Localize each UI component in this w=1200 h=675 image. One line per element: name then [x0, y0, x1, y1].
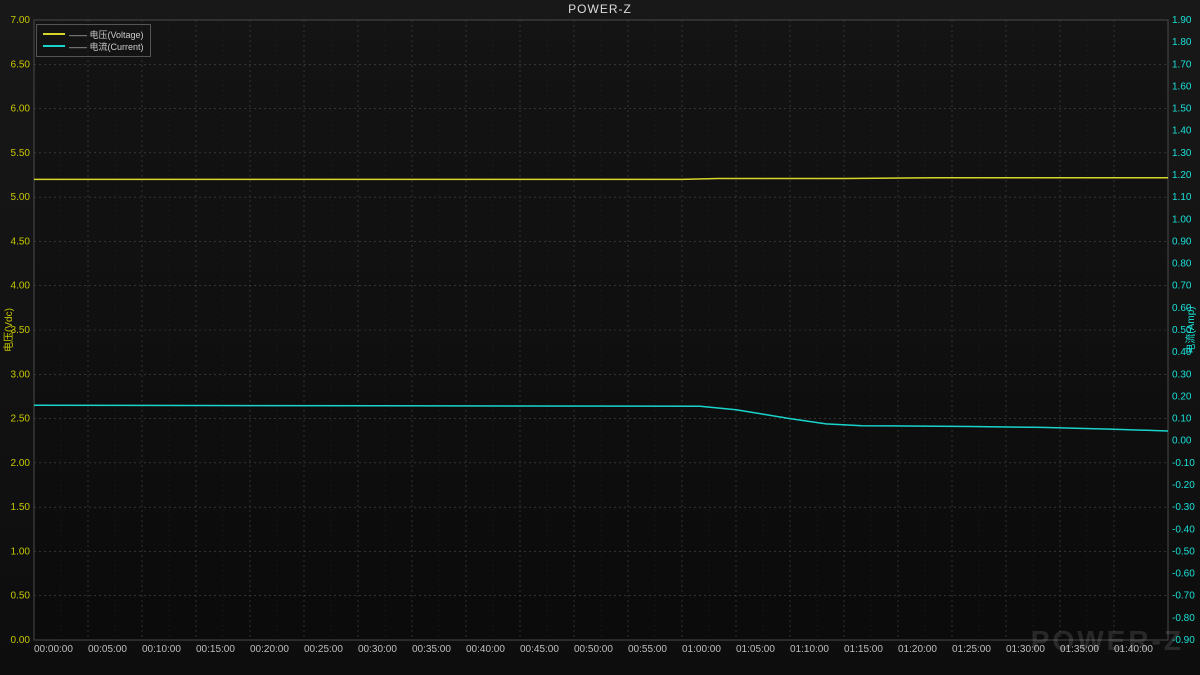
svg-text:1.10: 1.10	[1172, 192, 1192, 203]
svg-text:00:15:00: 00:15:00	[196, 644, 235, 655]
svg-text:01:05:00: 01:05:00	[736, 644, 775, 655]
svg-text:1.50: 1.50	[11, 502, 31, 513]
svg-text:1.90: 1.90	[1172, 15, 1192, 26]
svg-text:6.50: 6.50	[11, 59, 31, 70]
svg-text:4.50: 4.50	[11, 236, 31, 247]
svg-text:0.50: 0.50	[11, 591, 31, 602]
svg-text:01:20:00: 01:20:00	[898, 644, 937, 655]
svg-text:1.60: 1.60	[1172, 81, 1192, 92]
svg-text:00:45:00: 00:45:00	[520, 644, 559, 655]
svg-text:6.00: 6.00	[11, 104, 31, 115]
legend-item-voltage: —— 电压(Voltage)	[43, 28, 144, 40]
svg-text:1.40: 1.40	[1172, 126, 1192, 137]
svg-text:0.00: 0.00	[1172, 436, 1192, 447]
svg-text:-0.10: -0.10	[1172, 458, 1195, 469]
svg-text:-0.70: -0.70	[1172, 591, 1195, 602]
svg-text:0.70: 0.70	[1172, 281, 1192, 292]
svg-text:00:00:00: 00:00:00	[34, 644, 73, 655]
svg-text:01:10:00: 01:10:00	[790, 644, 829, 655]
svg-text:5.00: 5.00	[11, 192, 31, 203]
svg-text:00:50:00: 00:50:00	[574, 644, 613, 655]
svg-text:00:25:00: 00:25:00	[304, 644, 343, 655]
svg-text:0.00: 0.00	[11, 635, 31, 646]
svg-text:-0.20: -0.20	[1172, 480, 1195, 491]
svg-text:01:15:00: 01:15:00	[844, 644, 883, 655]
svg-text:4.00: 4.00	[11, 281, 31, 292]
legend-item-current: —— 电流(Current)	[43, 40, 144, 52]
svg-text:5.50: 5.50	[11, 148, 31, 159]
svg-text:00:35:00: 00:35:00	[412, 644, 451, 655]
svg-text:00:40:00: 00:40:00	[466, 644, 505, 655]
legend-swatch-current	[43, 45, 65, 47]
svg-text:0.30: 0.30	[1172, 369, 1192, 380]
chart-container: POWER-Z 0.000.501.001.502.002.503.003.50…	[0, 0, 1200, 675]
svg-text:0.10: 0.10	[1172, 414, 1192, 425]
svg-text:-0.80: -0.80	[1172, 613, 1195, 624]
svg-text:01:25:00: 01:25:00	[952, 644, 991, 655]
svg-text:1.50: 1.50	[1172, 104, 1192, 115]
svg-text:1.00: 1.00	[1172, 214, 1192, 225]
svg-text:电压(Vdc): 电压(Vdc)	[2, 308, 15, 352]
legend-swatch-voltage	[43, 33, 65, 35]
svg-text:00:05:00: 00:05:00	[88, 644, 127, 655]
legend: —— 电压(Voltage) —— 电流(Current)	[36, 24, 151, 57]
svg-text:7.00: 7.00	[11, 15, 31, 26]
svg-text:1.20: 1.20	[1172, 170, 1192, 181]
svg-text:1.30: 1.30	[1172, 148, 1192, 159]
svg-text:00:10:00: 00:10:00	[142, 644, 181, 655]
svg-text:01:00:00: 01:00:00	[682, 644, 721, 655]
svg-text:1.00: 1.00	[11, 546, 31, 557]
svg-text:00:20:00: 00:20:00	[250, 644, 289, 655]
svg-text:2.50: 2.50	[11, 414, 31, 425]
watermark: POWER-Z	[1031, 625, 1184, 657]
svg-text:1.80: 1.80	[1172, 37, 1192, 48]
svg-text:00:30:00: 00:30:00	[358, 644, 397, 655]
svg-text:-0.40: -0.40	[1172, 524, 1195, 535]
legend-label-current: —— 电流(Current)	[69, 40, 144, 53]
svg-text:3.00: 3.00	[11, 369, 31, 380]
svg-text:-0.50: -0.50	[1172, 546, 1195, 557]
svg-text:00:55:00: 00:55:00	[628, 644, 667, 655]
svg-text:-0.30: -0.30	[1172, 502, 1195, 513]
svg-text:0.20: 0.20	[1172, 391, 1192, 402]
plot-area: 0.000.501.001.502.002.503.003.504.004.50…	[0, 0, 1200, 675]
svg-text:电流(Amp): 电流(Amp)	[1184, 306, 1197, 353]
svg-text:0.90: 0.90	[1172, 236, 1192, 247]
svg-text:2.00: 2.00	[11, 458, 31, 469]
svg-text:-0.60: -0.60	[1172, 569, 1195, 580]
svg-text:1.70: 1.70	[1172, 59, 1192, 70]
svg-text:0.80: 0.80	[1172, 259, 1192, 270]
